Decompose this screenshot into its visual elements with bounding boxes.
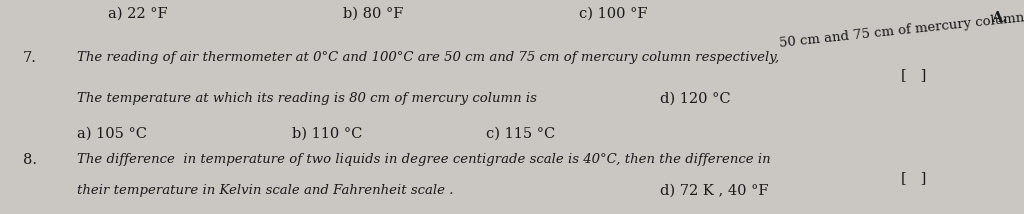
Text: 8.: 8.	[23, 153, 37, 167]
Text: d) 72 K , 40 °F: d) 72 K , 40 °F	[660, 184, 769, 198]
Text: A.: A.	[991, 11, 1008, 25]
Text: [   ]: [ ]	[901, 171, 927, 185]
Text: a) 105 °C: a) 105 °C	[77, 126, 146, 140]
Text: The temperature at which its reading is 80 cm of mercury column is: The temperature at which its reading is …	[77, 92, 537, 105]
Text: 50 cm and 75 cm of mercury column respectively,: 50 cm and 75 cm of mercury column respec…	[778, 2, 1024, 50]
Text: c) 115 °C: c) 115 °C	[486, 126, 556, 140]
Text: c) 100 °F: c) 100 °F	[579, 6, 647, 20]
Text: d) 120 °C: d) 120 °C	[660, 92, 731, 106]
Text: The difference  in temperature of two liquids in degree centigrade scale is 40°C: The difference in temperature of two liq…	[77, 153, 770, 166]
Text: [   ]: [ ]	[901, 68, 927, 82]
Text: b) 80 °F: b) 80 °F	[343, 6, 403, 20]
Text: their temperature in Kelvin scale and Fahrenheit scale .: their temperature in Kelvin scale and Fa…	[77, 184, 454, 197]
Text: 7.: 7.	[23, 51, 37, 65]
Text: a) 22 °F: a) 22 °F	[108, 6, 167, 20]
Text: The reading of air thermometer at 0°C and 100°C are 50 cm and 75 cm of mercury c: The reading of air thermometer at 0°C an…	[77, 51, 779, 64]
Text: b) 110 °C: b) 110 °C	[292, 126, 362, 140]
